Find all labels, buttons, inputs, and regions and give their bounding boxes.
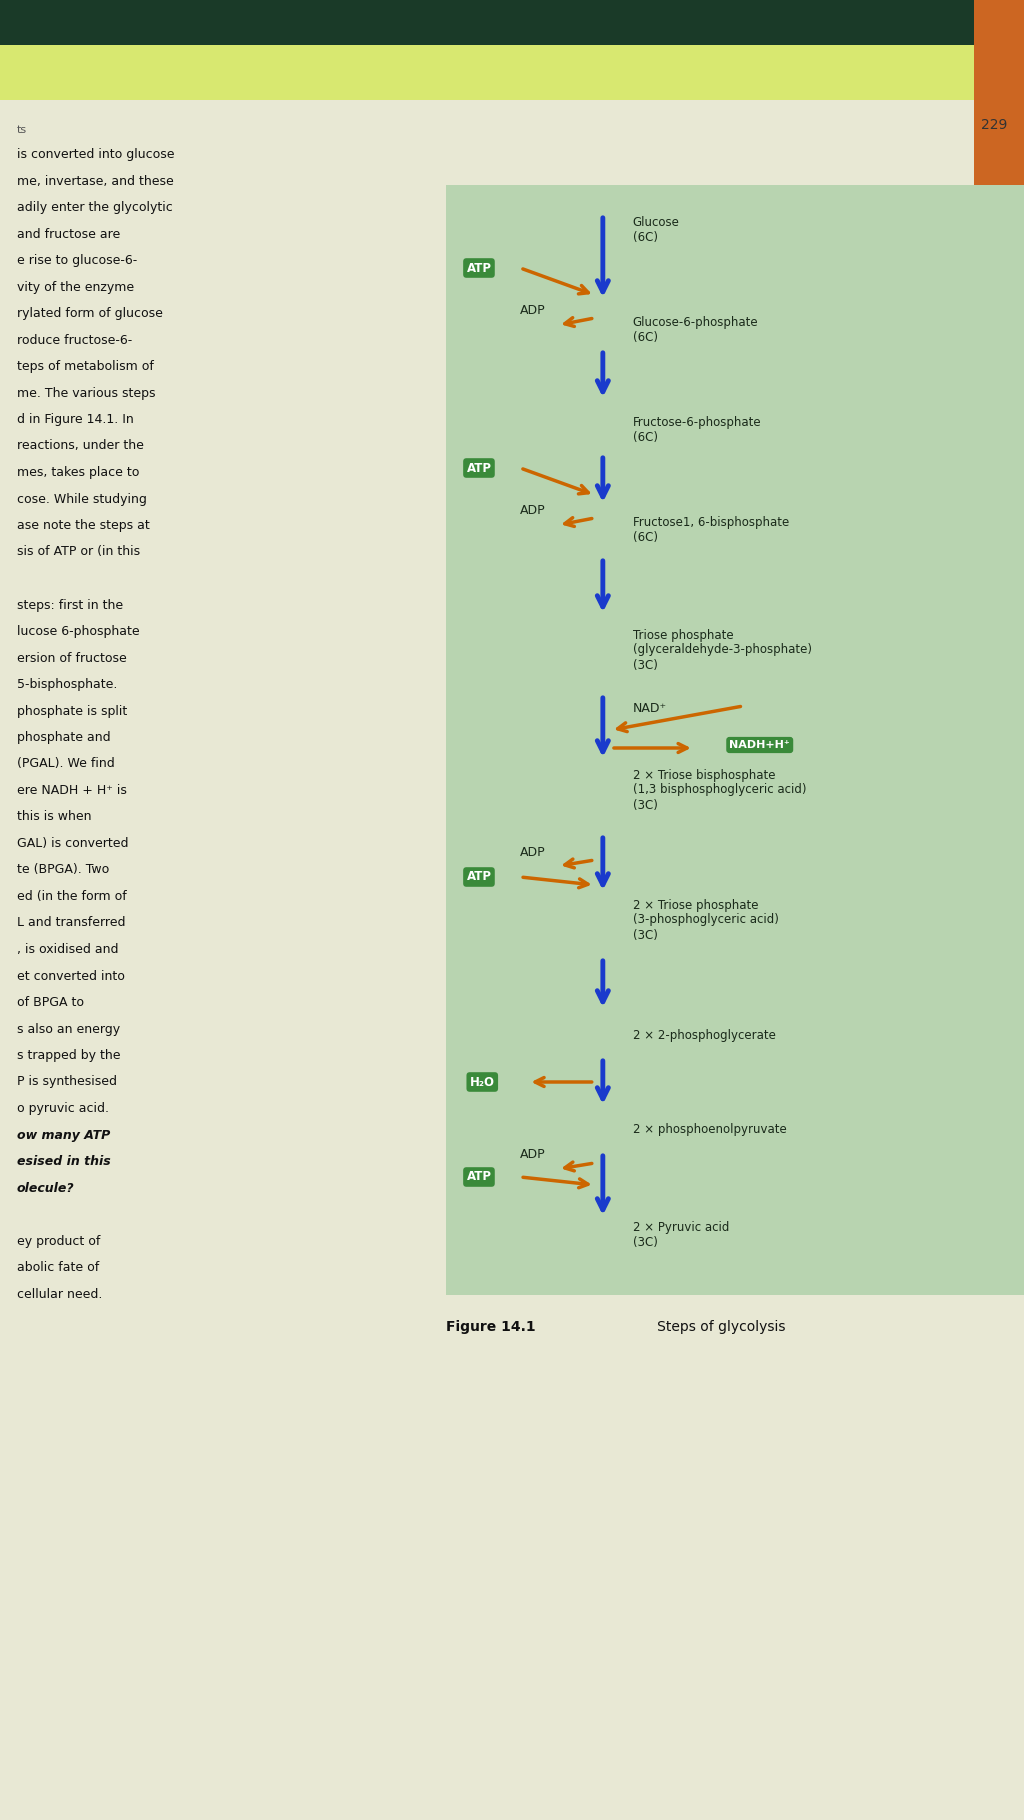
Text: reactions, under the: reactions, under the (16, 439, 143, 453)
Text: ase note the steps at: ase note the steps at (16, 519, 150, 531)
Text: ADP: ADP (520, 846, 546, 859)
Text: (PGAL). We find: (PGAL). We find (16, 757, 115, 770)
Text: and fructose are: and fructose are (16, 228, 120, 240)
Text: o pyruvic acid.: o pyruvic acid. (16, 1101, 109, 1116)
Text: 229: 229 (981, 118, 1008, 133)
Text: te (BPGA). Two: te (BPGA). Two (16, 863, 109, 877)
Text: e rise to glucose-6-: e rise to glucose-6- (16, 255, 137, 268)
Text: me. The various steps: me. The various steps (16, 386, 155, 400)
Text: phosphate and: phosphate and (16, 732, 111, 744)
Text: ow many ATP: ow many ATP (16, 1128, 110, 1141)
Text: this is when: this is when (16, 810, 91, 823)
Text: rylated form of glucose: rylated form of glucose (16, 308, 163, 320)
Text: 2 × Triose bisphosphate
(1,3 bisphosphoglyceric acid)
(3C): 2 × Triose bisphosphate (1,3 bisphosphog… (633, 768, 806, 812)
Text: GAL) is converted: GAL) is converted (16, 837, 128, 850)
Text: 2 × 2-phosphoglycerate: 2 × 2-phosphoglycerate (633, 1028, 775, 1041)
Text: s also an energy: s also an energy (16, 1023, 120, 1036)
Text: ATP: ATP (467, 262, 492, 275)
Bar (445, 186, 1024, 1296)
Text: cose. While studying: cose. While studying (16, 493, 146, 506)
Text: steps: first in the: steps: first in the (16, 599, 123, 612)
Text: 5-bisphosphate.: 5-bisphosphate. (16, 679, 117, 692)
Text: ere NADH + H⁺ is: ere NADH + H⁺ is (16, 784, 126, 797)
Bar (975, 0, 1024, 200)
Text: , is oxidised and: , is oxidised and (16, 943, 118, 956)
Text: ATP: ATP (467, 1170, 492, 1183)
Text: ATP: ATP (467, 870, 492, 883)
Text: ADP: ADP (520, 1148, 546, 1161)
Text: ts: ts (16, 126, 27, 135)
Text: ed (in the form of: ed (in the form of (16, 890, 126, 903)
Text: H₂O: H₂O (470, 1076, 495, 1088)
Text: Glucose
(6C): Glucose (6C) (633, 217, 680, 244)
Text: me, invertase, and these: me, invertase, and these (16, 175, 173, 187)
Text: ersion of fructose: ersion of fructose (16, 652, 126, 664)
Text: 2 × phosphoenolpyruvate: 2 × phosphoenolpyruvate (633, 1123, 786, 1136)
Text: mes, takes place to: mes, takes place to (16, 466, 139, 479)
Text: sis of ATP or (in this: sis of ATP or (in this (16, 546, 139, 559)
Text: phosphate is split: phosphate is split (16, 704, 127, 717)
Text: Triose phosphate
(glyceraldehyde-3-phosphate)
(3C): Triose phosphate (glyceraldehyde-3-phosp… (633, 628, 812, 672)
Text: Fructose-6-phosphate
(6C): Fructose-6-phosphate (6C) (633, 417, 761, 444)
Text: teps of metabolism of: teps of metabolism of (16, 360, 154, 373)
Text: 2 × Pyruvic acid
(3C): 2 × Pyruvic acid (3C) (633, 1221, 729, 1249)
Text: ATP: ATP (467, 462, 492, 475)
Text: ADP: ADP (520, 304, 546, 317)
Text: et converted into: et converted into (16, 970, 124, 983)
Text: 2 × Triose phosphate
(3-phosphoglyceric acid)
(3C): 2 × Triose phosphate (3-phosphoglyceric … (633, 899, 778, 941)
Text: of BPGA to: of BPGA to (16, 996, 84, 1008)
Text: Steps of glycolysis: Steps of glycolysis (644, 1320, 785, 1334)
Text: NADH+H⁺: NADH+H⁺ (729, 741, 791, 750)
Text: P is synthesised: P is synthesised (16, 1076, 117, 1088)
Text: vity of the enzyme: vity of the enzyme (16, 280, 134, 293)
Text: olecule?: olecule? (16, 1181, 74, 1194)
Bar (0, 46, 1024, 129)
Text: s trapped by the: s trapped by the (16, 1048, 120, 1063)
Text: ey product of: ey product of (16, 1234, 100, 1247)
Text: adily enter the glycolytic: adily enter the glycolytic (16, 200, 172, 215)
Text: ADP: ADP (520, 504, 546, 517)
Text: is converted into glucose: is converted into glucose (16, 147, 174, 160)
Text: L and transferred: L and transferred (16, 917, 125, 930)
Text: abolic fate of: abolic fate of (16, 1261, 98, 1274)
Text: d in Figure 14.1. In: d in Figure 14.1. In (16, 413, 133, 426)
Text: cellular need.: cellular need. (16, 1287, 102, 1301)
Text: Fructose1, 6-bisphosphate
(6C): Fructose1, 6-bisphosphate (6C) (633, 517, 788, 544)
Text: lucose 6-phosphate: lucose 6-phosphate (16, 624, 139, 639)
Text: esised in this: esised in this (16, 1156, 111, 1168)
Text: Figure 14.1: Figure 14.1 (445, 1320, 536, 1334)
Bar (0, 0, 1024, 66)
Text: roduce fructose-6-: roduce fructose-6- (16, 333, 132, 346)
Text: NAD⁺: NAD⁺ (633, 701, 667, 715)
Text: Glucose-6-phosphate
(6C): Glucose-6-phosphate (6C) (633, 317, 758, 344)
